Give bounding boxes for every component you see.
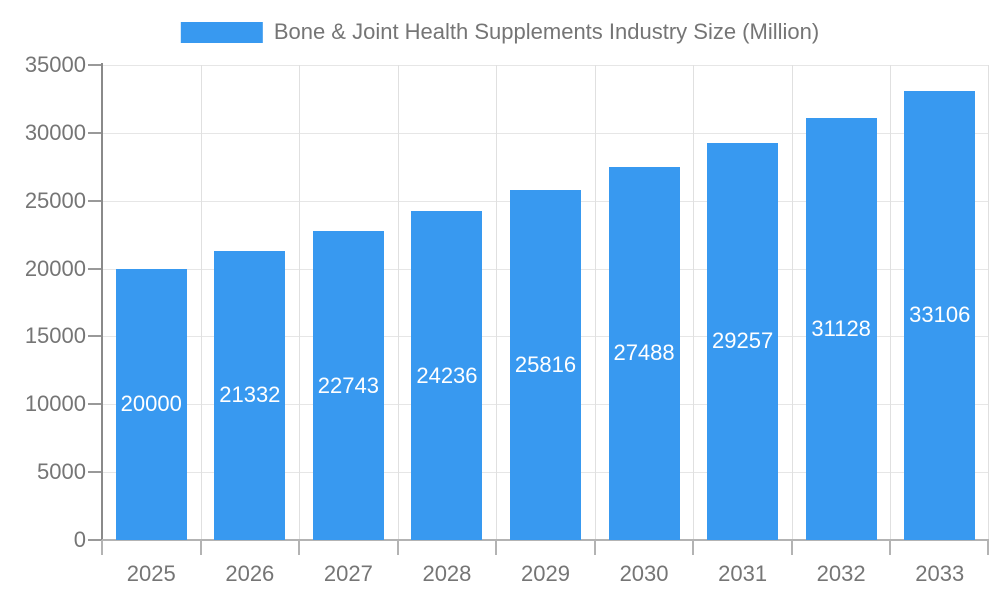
- x-axis-line: [102, 539, 989, 541]
- y-axis-label: 20000: [24, 255, 86, 281]
- y-axis-label: 30000: [24, 119, 86, 145]
- v-gridline: [496, 65, 497, 540]
- bar-value-label: 25816: [514, 351, 577, 377]
- x-tick: [101, 540, 103, 555]
- y-tick: [88, 403, 102, 406]
- bar-value-label: 33106: [909, 302, 971, 328]
- x-axis-label: 2025: [126, 561, 176, 586]
- h-gridline: [102, 132, 989, 134]
- v-gridline: [201, 65, 202, 540]
- bar: 24236: [411, 211, 483, 540]
- bar: 21332: [214, 250, 286, 540]
- legend-label: Bone & Joint Health Supplements Industry…: [273, 19, 820, 44]
- v-gridline: [595, 65, 596, 540]
- x-axis-label: 2026: [225, 561, 275, 586]
- x-tick: [397, 540, 399, 555]
- bar-value-label: 31128: [811, 315, 871, 341]
- v-gridline: [890, 65, 891, 540]
- plot-area: 0 5000 10000 15000 20000 25000 30000 35000 20000…: [25, 53, 989, 586]
- y-axis-label: 5000: [37, 459, 86, 485]
- bar-value-label: 20000: [120, 391, 182, 417]
- y-axis-line: [101, 63, 103, 540]
- x-axis-label: 2028: [422, 561, 472, 586]
- v-gridline: [792, 65, 793, 540]
- y-tick: [88, 131, 102, 134]
- x-axis-label: 2030: [619, 561, 669, 586]
- h-gridline: [102, 65, 989, 66]
- x-tick: [692, 540, 694, 555]
- y-tick: [88, 64, 102, 66]
- x-axis-label: 2032: [816, 561, 866, 586]
- x-tick: [791, 540, 793, 555]
- bar: 22743: [312, 231, 384, 540]
- bar-value-label: 24236: [416, 362, 478, 388]
- y-axis-label: 25000: [24, 187, 86, 213]
- v-gridline: [299, 65, 300, 540]
- bar: 33106: [904, 90, 976, 540]
- bar-value-label: 29257: [712, 328, 774, 354]
- y-axis-label: 15000: [24, 323, 86, 349]
- v-gridline: [398, 65, 399, 540]
- y-tick: [88, 471, 102, 474]
- x-tick: [889, 540, 891, 555]
- bar: 25816: [510, 189, 581, 540]
- x-tick: [200, 540, 202, 555]
- y-tick: [88, 267, 102, 270]
- x-tick: [987, 540, 989, 555]
- x-axis-label: 2031: [718, 561, 768, 586]
- x-tick: [495, 540, 497, 555]
- bar: 27488: [608, 166, 680, 540]
- bar: 20000: [115, 268, 187, 540]
- bar-value-label: 22743: [317, 372, 379, 398]
- x-axis-label: 2033: [915, 561, 965, 586]
- chart-legend: Bone & Joint Health Supplements Industry…: [180, 19, 820, 44]
- v-gridline: [988, 65, 989, 540]
- legend-swatch: [180, 21, 263, 43]
- v-gridline: [693, 65, 694, 540]
- y-axis-label: 35000: [24, 52, 86, 77]
- bar: 29257: [707, 142, 779, 540]
- x-axis-label: 2029: [521, 561, 570, 586]
- y-tick: [88, 539, 102, 541]
- x-tick: [298, 540, 300, 555]
- y-tick: [88, 335, 102, 338]
- bar-value-label: 27488: [613, 340, 675, 366]
- bar-value-label: 21332: [219, 382, 281, 408]
- y-tick: [88, 199, 102, 202]
- x-tick: [594, 540, 596, 555]
- y-axis-label: 10000: [24, 391, 86, 417]
- y-axis-label: 0: [73, 527, 86, 552]
- x-axis-label: 2027: [323, 561, 373, 586]
- bar: 31128: [805, 117, 877, 540]
